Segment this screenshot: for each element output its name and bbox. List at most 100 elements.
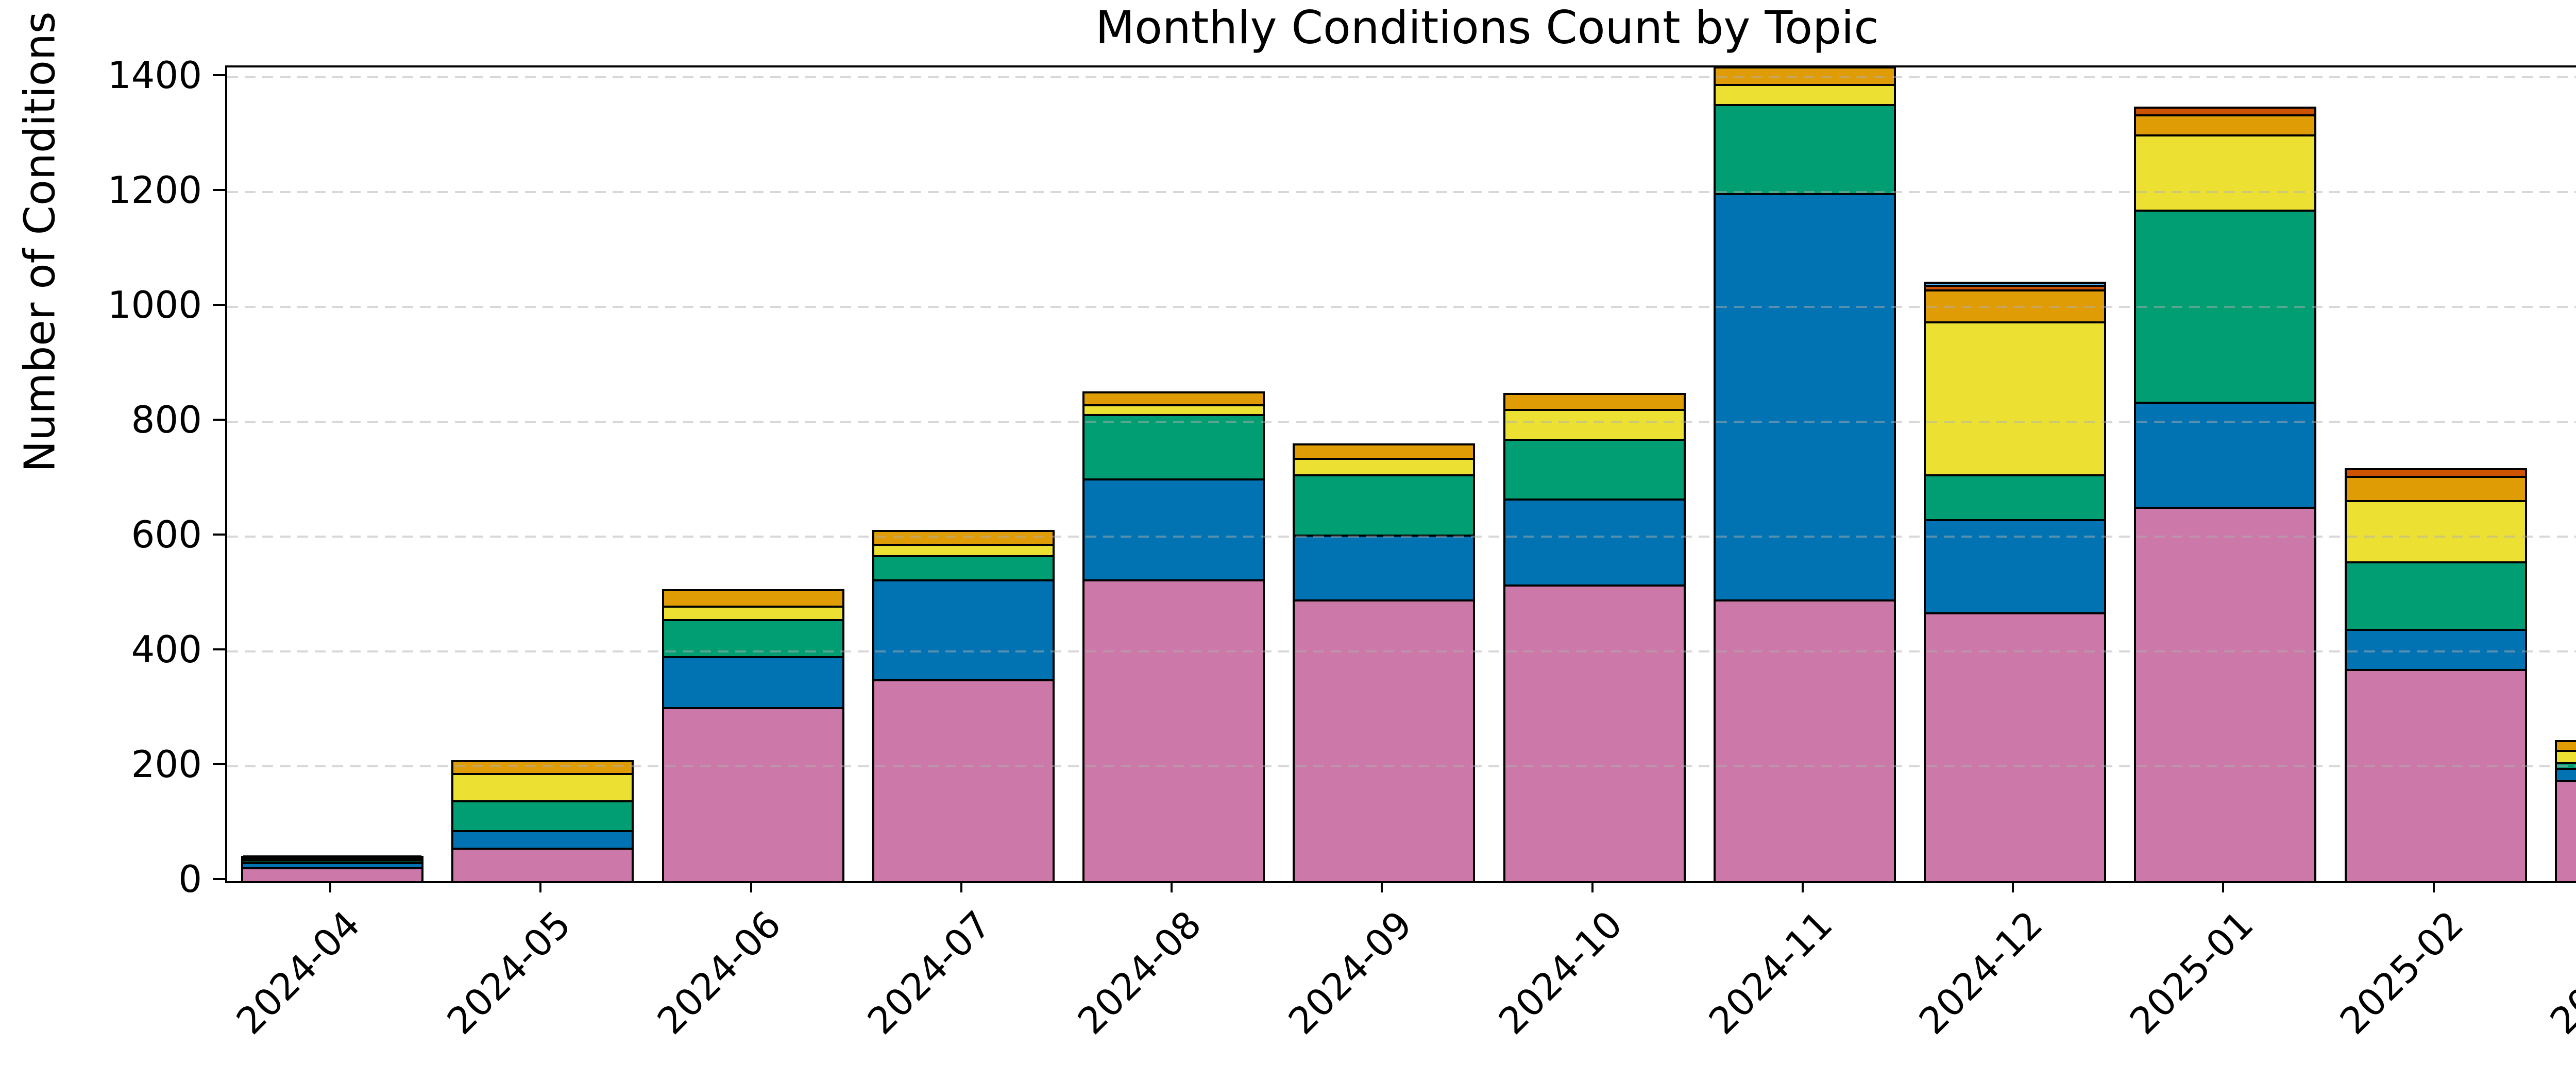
bar-2024-10 xyxy=(1503,392,1686,883)
bar-segment-2024-07-blue xyxy=(874,581,1053,681)
x-tick-2024-08 xyxy=(1171,881,1173,892)
x-tick-2024-10 xyxy=(1591,881,1594,892)
bar-segment-2024-04-blue xyxy=(243,864,422,869)
y-tick-1400 xyxy=(213,74,225,76)
y-tick-0 xyxy=(213,878,225,880)
bar-2024-06 xyxy=(662,589,844,883)
bar-2024-07 xyxy=(872,530,1055,883)
bar-2024-08 xyxy=(1082,391,1265,883)
bar-segment-2024-04-pink xyxy=(243,869,422,881)
y-tick-800 xyxy=(213,418,225,421)
bar-segment-2024-08-blue xyxy=(1084,480,1263,581)
bar-segment-2025-02-yellow xyxy=(2346,502,2525,564)
bar-segment-2024-12-blue xyxy=(1926,521,2105,614)
bar-2025-03 xyxy=(2554,740,2576,883)
bar-segment-2024-07-pink xyxy=(874,681,1053,881)
bar-segment-2024-05-pink xyxy=(453,849,632,881)
bar-segment-2024-11-blue xyxy=(1715,195,1894,601)
x-tick-label-2024-10: 2024-10 xyxy=(1490,902,1631,1043)
bar-segment-2024-07-orange xyxy=(874,532,1053,546)
y-tick-label-600: 600 xyxy=(131,512,202,556)
bar-segment-2024-05-orange xyxy=(453,762,632,775)
bar-2024-12 xyxy=(1924,282,2107,883)
bar-segment-2025-02-dark-red xyxy=(2346,470,2525,478)
bar-2025-02 xyxy=(2344,468,2527,883)
x-tick-2024-07 xyxy=(960,881,962,892)
bar-2024-05 xyxy=(451,760,634,883)
bar-segment-2024-06-green xyxy=(664,621,842,659)
bar-segment-2024-10-yellow xyxy=(1505,410,1684,441)
bar-segment-2024-09-yellow xyxy=(1295,459,1473,476)
bar-segment-2025-03-pink xyxy=(2556,782,2576,881)
bar-segment-2024-08-orange xyxy=(1084,393,1263,406)
bar-2024-04 xyxy=(241,855,424,883)
y-tick-label-1400: 1400 xyxy=(107,53,202,97)
chart-title: Monthly Conditions Count by Topic xyxy=(1095,1,1879,54)
bar-segment-2024-06-yellow xyxy=(664,608,842,621)
y-tick-1000 xyxy=(213,303,225,306)
bar-segment-2024-05-yellow xyxy=(453,775,632,803)
y-tick-label-1200: 1200 xyxy=(107,168,202,212)
x-tick-label-2024-07: 2024-07 xyxy=(859,902,999,1043)
x-tick-label-2025-01: 2025-01 xyxy=(2121,902,2262,1043)
bar-segment-2024-09-orange xyxy=(1295,445,1473,460)
bar-segment-2025-01-yellow xyxy=(2136,136,2315,212)
bar-segment-2025-02-blue xyxy=(2346,630,2525,671)
bar-segment-2024-12-orange xyxy=(1926,291,2105,324)
bar-segment-2024-11-yellow xyxy=(1715,85,1894,106)
x-tick-2024-06 xyxy=(750,881,752,892)
bar-segment-2024-11-pink xyxy=(1715,601,1894,881)
bar-segment-2025-01-pink xyxy=(2136,509,2315,881)
x-tick-2024-05 xyxy=(539,881,542,892)
bar-segment-2025-02-pink xyxy=(2346,670,2525,881)
bar-2025-01 xyxy=(2134,107,2317,883)
bar-segment-2024-12-light-blue xyxy=(1926,284,2105,287)
bar-segment-2024-06-pink xyxy=(664,709,842,881)
bar-segment-2024-10-pink xyxy=(1505,587,1684,881)
bar-segment-2024-04-orange xyxy=(243,857,422,860)
x-tick-2024-04 xyxy=(329,881,332,892)
bar-segment-2024-07-green xyxy=(874,557,1053,581)
x-tick-2025-02 xyxy=(2432,881,2435,892)
bar-segment-2024-08-yellow xyxy=(1084,406,1263,416)
bar-segment-2024-06-blue xyxy=(664,658,842,709)
y-tick-200 xyxy=(213,763,225,765)
x-tick-label-2024-06: 2024-06 xyxy=(649,902,789,1043)
bar-segment-2024-12-dark-red xyxy=(1926,286,2105,291)
bar-segment-2025-01-dark-red xyxy=(2136,109,2315,116)
x-tick-2024-09 xyxy=(1381,881,1383,892)
bar-segment-2024-12-green xyxy=(1926,476,2105,521)
y-tick-600 xyxy=(213,533,225,536)
bar-segment-2024-12-pink xyxy=(1926,614,2105,881)
bar-segment-2025-02-green xyxy=(2346,563,2525,631)
x-tick-label-2024-05: 2024-05 xyxy=(438,902,579,1043)
bar-segment-2025-03-blue xyxy=(2556,769,2576,783)
bar-segment-2024-06-orange xyxy=(664,591,842,608)
x-tick-label-2024-08: 2024-08 xyxy=(1069,902,1210,1043)
bar-segment-2025-02-orange xyxy=(2346,478,2525,503)
bar-segment-2025-01-orange xyxy=(2136,116,2315,136)
x-tick-label-2024-12: 2024-12 xyxy=(1910,902,2051,1043)
bar-segment-2024-11-orange xyxy=(1715,68,1894,86)
bar-segment-2024-09-blue xyxy=(1295,537,1473,601)
bar-segment-2025-03-green xyxy=(2556,764,2576,770)
bar-segment-2024-05-green xyxy=(453,802,632,833)
y-tick-label-400: 400 xyxy=(131,627,202,671)
bar-segment-2024-09-green xyxy=(1295,476,1473,537)
x-tick-2024-12 xyxy=(2012,881,2014,892)
bar-segment-2024-07-yellow xyxy=(874,545,1053,558)
bar-segment-2024-05-blue xyxy=(453,832,632,850)
x-tick-label-2025-03: 2025-03 xyxy=(2541,902,2576,1043)
bar-segment-2025-01-blue xyxy=(2136,404,2315,509)
bar-2024-09 xyxy=(1293,443,1476,883)
bar-segment-2025-03-orange xyxy=(2556,742,2576,752)
x-tick-label-2024-09: 2024-09 xyxy=(1280,902,1420,1043)
x-tick-label-2025-02: 2025-02 xyxy=(2331,902,2472,1043)
bar-segment-2025-03-yellow xyxy=(2556,752,2576,764)
bar-segment-2024-10-orange xyxy=(1505,394,1684,411)
bar-segment-2024-04-yellow xyxy=(243,859,422,862)
y-tick-label-200: 200 xyxy=(131,742,202,786)
gridline-1400 xyxy=(227,76,2576,78)
y-tick-1200 xyxy=(213,188,225,191)
